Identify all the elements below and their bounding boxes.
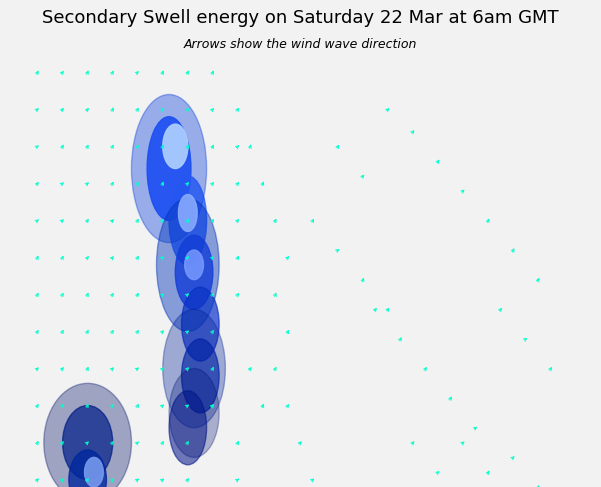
Ellipse shape (182, 339, 219, 413)
Ellipse shape (169, 391, 207, 465)
Ellipse shape (178, 194, 197, 231)
Ellipse shape (185, 250, 204, 280)
Ellipse shape (175, 235, 213, 309)
Text: Arrows show the wind wave direction: Arrows show the wind wave direction (184, 38, 417, 51)
Ellipse shape (85, 457, 103, 487)
Ellipse shape (169, 176, 207, 265)
Ellipse shape (163, 309, 225, 428)
Ellipse shape (132, 94, 207, 243)
Text: Secondary Swell energy on Saturday 22 Mar at 6am GMT: Secondary Swell energy on Saturday 22 Ma… (42, 9, 559, 27)
Ellipse shape (69, 450, 106, 487)
Ellipse shape (169, 369, 219, 457)
Ellipse shape (63, 406, 112, 480)
Ellipse shape (44, 383, 132, 487)
Ellipse shape (156, 198, 219, 332)
Ellipse shape (182, 287, 219, 361)
Ellipse shape (163, 124, 188, 169)
Ellipse shape (147, 117, 191, 221)
